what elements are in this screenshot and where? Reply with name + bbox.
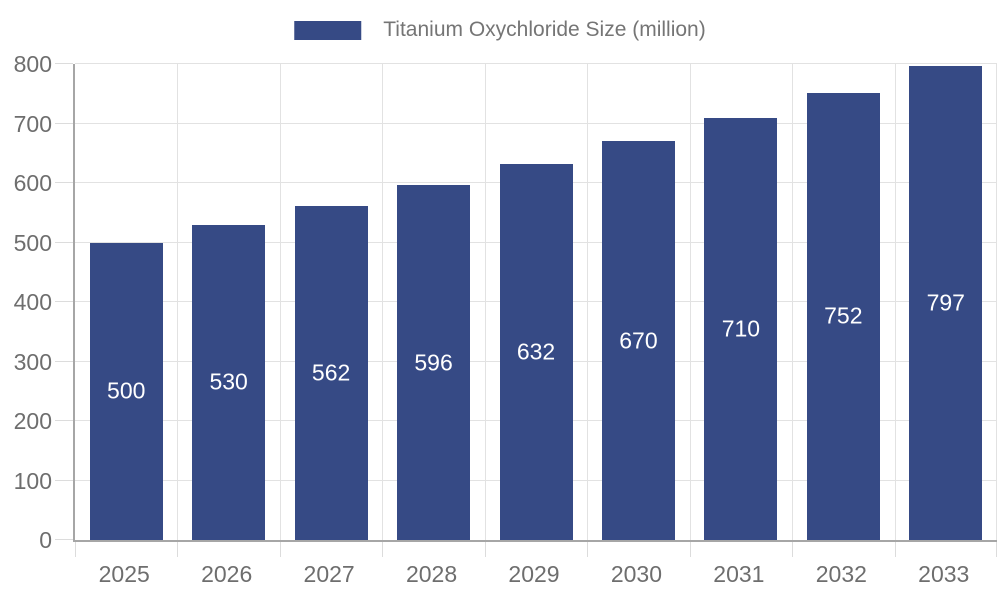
x-axis-label: 2028 (405, 561, 458, 587)
bar-2029[interactable]: 632 (499, 163, 573, 540)
x-axis-tick (485, 542, 486, 557)
bar-2027[interactable]: 562 (294, 205, 368, 540)
x-axis-label: 2032 (815, 561, 867, 587)
y-axis-tick (55, 241, 73, 243)
bar-value-label: 797 (926, 289, 965, 316)
bar-value-label: 752 (824, 302, 863, 329)
y-axis-tick (55, 63, 73, 64)
bar-value-label: 562 (311, 359, 351, 386)
gridline-vertical (177, 64, 178, 540)
y-axis-label: 400 (13, 289, 52, 315)
x-axis-label: 2026 (201, 561, 253, 587)
gridline-vertical (485, 64, 486, 540)
bar-value-label: 632 (516, 338, 556, 365)
y-axis-tick (55, 479, 73, 481)
x-axis-label: 2027 (303, 561, 355, 587)
bar-2033[interactable]: 797 (909, 65, 983, 540)
y-axis-label: 0 (39, 527, 52, 553)
gridline-vertical (587, 64, 588, 540)
gridline-vertical (690, 64, 691, 540)
gridline-horizontal (75, 122, 997, 124)
y-axis-label: 600 (13, 170, 52, 196)
bar-2031[interactable]: 710 (704, 117, 778, 540)
y-axis-tick (55, 360, 73, 362)
y-axis-tick (55, 301, 73, 302)
gridline-vertical (895, 64, 896, 540)
bar-2025[interactable]: 500 (89, 242, 163, 540)
bar-value-label: 530 (209, 368, 248, 395)
bar-2026[interactable]: 530 (192, 224, 266, 540)
y-axis-label: 200 (13, 408, 52, 434)
y-axis-tick (55, 182, 73, 183)
bar-2028[interactable]: 596 (397, 185, 471, 540)
x-axis-label: 2025 (98, 561, 150, 587)
y-axis-label: 500 (13, 229, 52, 256)
gridline-vertical (996, 64, 997, 540)
bar-value-label: 670 (619, 327, 658, 354)
y-axis-label: 300 (13, 348, 52, 375)
y-axis-tick (55, 539, 73, 540)
bar-value-label: 596 (414, 349, 453, 376)
plot-area: 500 530 562 596 632 670 710 752 797 (55, 63, 997, 557)
x-axis-tick (895, 542, 896, 557)
bar-value-label: 710 (721, 315, 761, 342)
gridline-vertical (792, 64, 793, 540)
x-axis-tick (792, 542, 793, 557)
gridline-horizontal (75, 63, 997, 64)
legend-item[interactable]: Titanium Oxychloride Size (million) (294, 18, 706, 42)
y-axis-tick (55, 122, 73, 124)
x-axis-tick (690, 542, 691, 557)
y-axis-label: 100 (13, 467, 52, 494)
bar-value-label: 500 (107, 377, 146, 404)
bar-2032[interactable]: 752 (806, 92, 880, 540)
x-axis-tick (75, 542, 76, 557)
legend-swatch-icon (294, 20, 362, 40)
x-axis-tick (587, 542, 588, 557)
x-axis-label: 2030 (610, 561, 663, 587)
y-axis-tick (55, 420, 73, 421)
y-axis-label: 800 (13, 51, 52, 77)
x-axis-tick (177, 542, 178, 557)
x-axis-label: 2033 (918, 561, 970, 587)
bar-2030[interactable]: 670 (601, 141, 675, 540)
gridline-vertical (280, 64, 281, 540)
gridline-vertical (382, 64, 383, 540)
x-axis-tick (996, 542, 997, 557)
x-axis-tick (382, 542, 383, 557)
y-axis-label: 700 (13, 110, 52, 137)
legend-label: Titanium Oxychloride Size (million) (383, 18, 706, 41)
x-axis-label: 2029 (508, 561, 560, 587)
x-axis-tick (280, 542, 281, 557)
x-axis-label: 2031 (713, 561, 765, 587)
